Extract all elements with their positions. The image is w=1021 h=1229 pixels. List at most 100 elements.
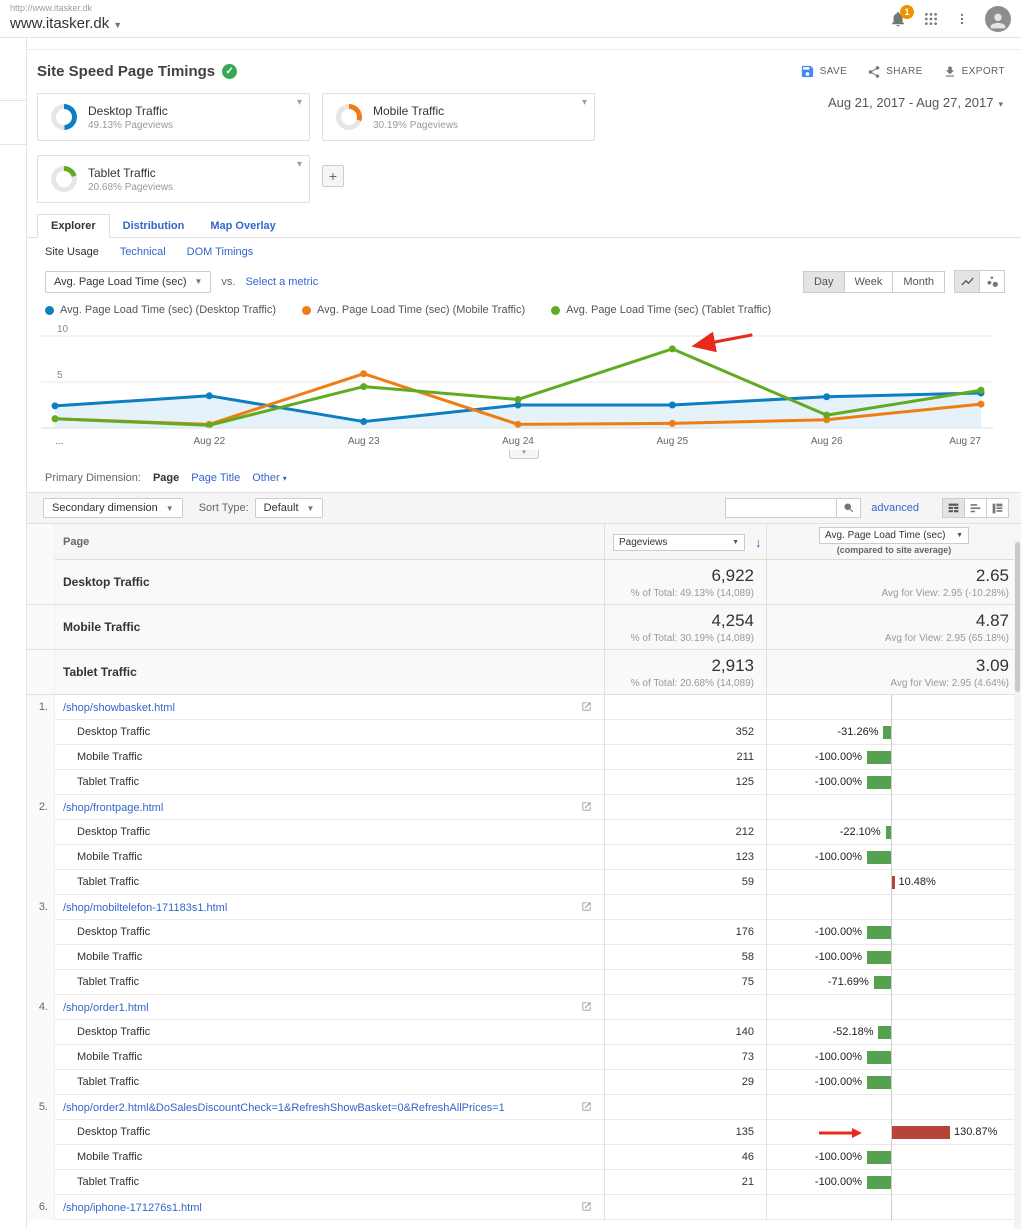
delta-bar [867, 751, 891, 764]
delta-label: -100.00% [814, 951, 862, 963]
pageviews-value: 2,913 [711, 655, 754, 675]
zero-axis [891, 1095, 892, 1121]
metric-column-dropdown[interactable]: Avg. Page Load Time (sec) ▼ [819, 527, 969, 544]
legend-label: Avg. Page Load Time (sec) (Desktop Traff… [60, 304, 277, 316]
segment-row: Tablet Traffic 59 10.48% [27, 870, 1021, 896]
metric-selector-dropdown[interactable]: Avg. Page Load Time (sec) ▼ [45, 270, 212, 293]
zero-axis [891, 745, 892, 771]
open-in-new-icon[interactable] [581, 701, 592, 712]
vertical-dots-icon [955, 11, 969, 27]
delta-cell: -31.26% [766, 720, 1021, 746]
open-in-new-icon[interactable] [581, 1201, 592, 1212]
segment-row: Desktop Traffic 212 -22.10% [27, 820, 1021, 846]
page-url-link[interactable]: /shop/order1.html [63, 1002, 149, 1014]
search-input[interactable] [725, 498, 838, 518]
advanced-search-link[interactable]: advanced [871, 502, 919, 514]
svg-text:Aug 26: Aug 26 [811, 436, 843, 447]
page-url-link[interactable]: /shop/mobiltelefon-171183s1.html [63, 902, 228, 914]
dimension-page-title[interactable]: Page Title [191, 472, 241, 484]
row-index: 3. [27, 895, 55, 920]
granularity-day-button[interactable]: Day [802, 270, 845, 293]
segment-pageviews: 73 [604, 1045, 766, 1070]
open-in-new-icon[interactable] [581, 801, 592, 812]
chevron-down-icon[interactable]: ▾ [296, 97, 302, 108]
scrollbar-thumb[interactable] [1015, 542, 1020, 692]
open-in-new-icon[interactable] [581, 901, 592, 912]
delta-bar [867, 776, 891, 789]
share-button[interactable]: SHARE [867, 64, 922, 79]
row-index: 1. [27, 695, 55, 720]
download-icon [943, 65, 957, 79]
segment-row: Mobile Traffic 46 -100.00% [27, 1145, 1021, 1171]
pageviews-column-dropdown[interactable]: Pageviews ▼ [613, 533, 745, 551]
page-url-link[interactable]: /shop/showbasket.html [63, 702, 175, 714]
segment-pageviews: 140 [604, 1020, 766, 1045]
table-view-icon[interactable] [942, 498, 965, 518]
chevron-down-icon[interactable]: ▾ [581, 97, 587, 108]
metric-subtext: Avg for View: 2.95 (-10.28%) [881, 587, 1009, 599]
row-index-cell [27, 970, 55, 995]
delta-label: -100.00% [814, 1176, 862, 1188]
date-range-selector[interactable]: Aug 21, 2017 - Aug 27, 2017 ▾ [827, 95, 1003, 110]
sort-type-dropdown[interactable]: Default ▼ [254, 498, 324, 518]
overflow-menu-button[interactable] [955, 11, 969, 27]
select-metric-link[interactable]: Select a metric [245, 275, 319, 288]
svg-text:Aug 27: Aug 27 [949, 436, 981, 447]
page-url-link[interactable]: /shop/iphone-171276s1.html [63, 1202, 202, 1214]
search-icon [843, 502, 855, 514]
row-index-cell [27, 870, 55, 895]
account-picker[interactable]: www.itasker.dk ▼ [10, 15, 122, 32]
line-chart-icon[interactable] [954, 270, 980, 293]
legend-label: Avg. Page Load Time (sec) (Tablet Traffi… [566, 304, 772, 316]
data-table: Desktop Traffic 6,922 % of Total: 49.13% (… [27, 560, 1021, 1221]
delta-bar [867, 951, 891, 964]
svg-text:Aug 22: Aug 22 [193, 436, 225, 447]
open-in-new-icon[interactable] [581, 1001, 592, 1012]
legend-dot [551, 305, 561, 315]
row-index-cell [27, 605, 55, 649]
pivot-view-icon[interactable] [986, 498, 1009, 518]
motion-chart-icon[interactable] [979, 270, 1005, 293]
delta-cell: -100.00% [766, 1045, 1021, 1071]
pageviews-cell [604, 1195, 766, 1220]
subtab-technical[interactable]: Technical [119, 246, 166, 258]
segment-pageviews: 21 [604, 1170, 766, 1195]
add-segment-button[interactable]: + [322, 165, 344, 187]
chart-collapse-handle[interactable]: ▾ [509, 449, 539, 459]
sort-direction-icon[interactable]: ↓ [755, 534, 762, 550]
segment-name: Mobile Traffic [77, 951, 143, 963]
secondary-dimension-button[interactable]: Secondary dimension ▼ [43, 498, 183, 518]
avatar[interactable] [985, 6, 1011, 32]
row-index-cell [27, 820, 55, 845]
granularity-week-button[interactable]: Week [843, 270, 894, 293]
performance-view-icon[interactable] [964, 498, 987, 518]
zero-axis [891, 1195, 892, 1221]
segment-card-mobile[interactable]: Mobile Traffic 30.19% Pageviews ▾ [322, 93, 595, 141]
save-button[interactable]: SAVE [800, 64, 848, 79]
svg-text:Aug 24: Aug 24 [502, 436, 534, 447]
row-index-cell [27, 720, 55, 745]
notifications-button[interactable]: 1 [889, 5, 914, 28]
export-button[interactable]: EXPORT [943, 64, 1005, 79]
page-url-link[interactable]: /shop/frontpage.html [63, 802, 164, 814]
page-url-link[interactable]: /shop/order2.html&DoSalesDiscountCheck=1… [63, 1102, 505, 1114]
pageviews-cell [604, 1095, 766, 1120]
open-in-new-icon[interactable] [581, 1101, 592, 1112]
tab-distribution[interactable]: Distribution [122, 220, 185, 232]
chevron-down-icon[interactable]: ▾ [296, 159, 302, 170]
apps-grid-button[interactable] [923, 11, 939, 27]
segment-card-tablet[interactable]: Tablet Traffic 20.68% Pageviews ▾ [37, 155, 310, 203]
table-row: 3. /shop/mobiltelefon-171183s1.html [27, 895, 1021, 921]
tab-map-overlay[interactable]: Map Overlay [210, 220, 276, 232]
search-button[interactable] [837, 498, 862, 518]
dimension-other-dropdown[interactable]: Other ▾ [252, 472, 287, 484]
granularity-month-button[interactable]: Month [892, 270, 945, 293]
vertical-scrollbar[interactable] [1014, 538, 1021, 1229]
tab-explorer[interactable]: Explorer [37, 214, 110, 238]
dimension-page[interactable]: Page [152, 472, 180, 484]
zero-axis [891, 795, 892, 821]
subtab-site-usage[interactable]: Site Usage [45, 246, 99, 258]
segment-card-desktop[interactable]: Desktop Traffic 49.13% Pageviews ▾ [37, 93, 310, 141]
subtab-dom-timings[interactable]: DOM Timings [186, 246, 254, 258]
segment-donut-icon [51, 104, 77, 130]
